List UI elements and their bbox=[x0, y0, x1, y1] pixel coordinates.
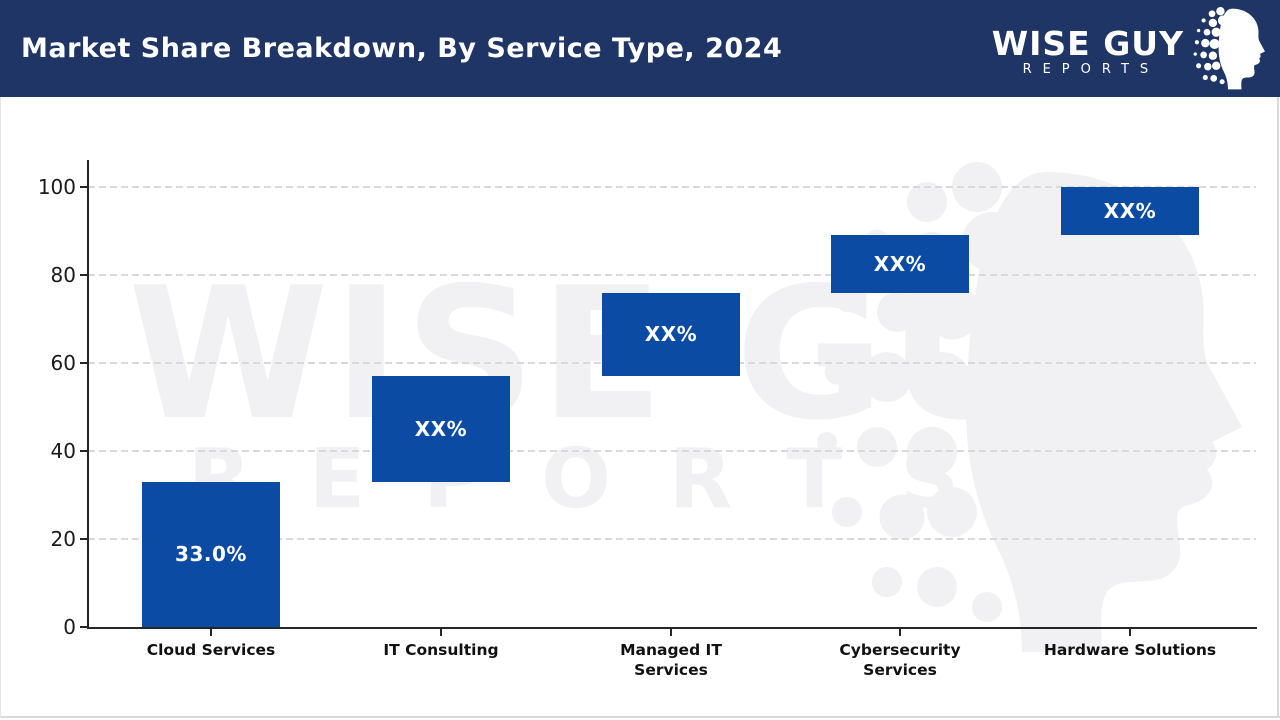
logo-text: WISE GUY REPORTS bbox=[991, 23, 1184, 78]
y-tick-label: 0 bbox=[63, 615, 76, 639]
y-tick-mark bbox=[80, 362, 88, 364]
y-tick-mark bbox=[80, 538, 88, 540]
x-tick-label: Hardware Solutions bbox=[1043, 641, 1217, 659]
y-tick-label: 40 bbox=[50, 439, 76, 463]
x-tick-mark bbox=[670, 629, 672, 636]
y-tick-label: 100 bbox=[37, 175, 76, 199]
waterfall-bar: XX% bbox=[602, 292, 740, 377]
y-tick-label: 20 bbox=[50, 527, 76, 551]
x-axis-spine bbox=[87, 627, 1257, 629]
bar-value-label: XX% bbox=[414, 416, 468, 441]
logo-wordmark: WISE GUY bbox=[991, 23, 1184, 63]
waterfall-bar: XX% bbox=[1061, 187, 1199, 236]
waterfall-bar: 33.0% bbox=[142, 481, 280, 627]
bar-value-label: XX% bbox=[644, 322, 698, 347]
bar-value-label: XX% bbox=[1103, 199, 1157, 224]
y-axis-spine bbox=[87, 160, 89, 629]
bottom-border bbox=[0, 716, 1280, 718]
gridline bbox=[88, 186, 1256, 188]
y-tick-mark bbox=[80, 450, 88, 452]
y-tick-mark bbox=[80, 186, 88, 188]
gridline bbox=[88, 274, 1256, 276]
y-tick-mark bbox=[80, 626, 88, 628]
waterfall-bar: XX% bbox=[831, 235, 969, 293]
y-tick-label: 60 bbox=[50, 351, 76, 375]
page-title: Market Share Breakdown, By Service Type,… bbox=[21, 33, 783, 64]
left-border bbox=[0, 97, 1, 718]
header-bar: Market Share Breakdown, By Service Type,… bbox=[0, 0, 1280, 97]
x-tick-label: Managed IT Services bbox=[620, 641, 722, 679]
y-tick-mark bbox=[80, 274, 88, 276]
y-tick-label: 80 bbox=[50, 263, 76, 287]
x-tick-mark bbox=[1129, 629, 1131, 636]
right-border bbox=[1277, 97, 1279, 718]
logo-subtitle: REPORTS bbox=[1022, 62, 1160, 78]
x-tick-label: Cybersecurity Services bbox=[839, 641, 961, 679]
gridline bbox=[88, 450, 1256, 452]
bar-value-label: 33.0% bbox=[175, 542, 247, 567]
x-tick-label: IT Consulting bbox=[383, 641, 499, 659]
waterfall-bar: XX% bbox=[372, 376, 510, 482]
x-tick-label: Cloud Services bbox=[146, 641, 276, 659]
bar-value-label: XX% bbox=[873, 251, 927, 276]
wiseguy-logo: WISE GUY REPORTS bbox=[992, 5, 1272, 93]
x-tick-mark bbox=[210, 629, 212, 636]
x-tick-mark bbox=[899, 629, 901, 636]
x-tick-mark bbox=[440, 629, 442, 636]
gridline bbox=[88, 538, 1256, 540]
